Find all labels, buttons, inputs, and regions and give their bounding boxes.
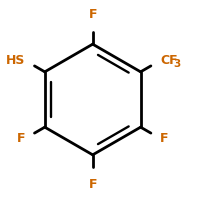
Text: F: F	[160, 132, 169, 145]
Text: F: F	[16, 132, 25, 145]
Text: 3: 3	[174, 60, 181, 69]
Text: F: F	[89, 178, 97, 191]
Text: CF: CF	[160, 54, 178, 67]
Text: F: F	[89, 8, 97, 21]
Text: HS: HS	[6, 54, 25, 67]
